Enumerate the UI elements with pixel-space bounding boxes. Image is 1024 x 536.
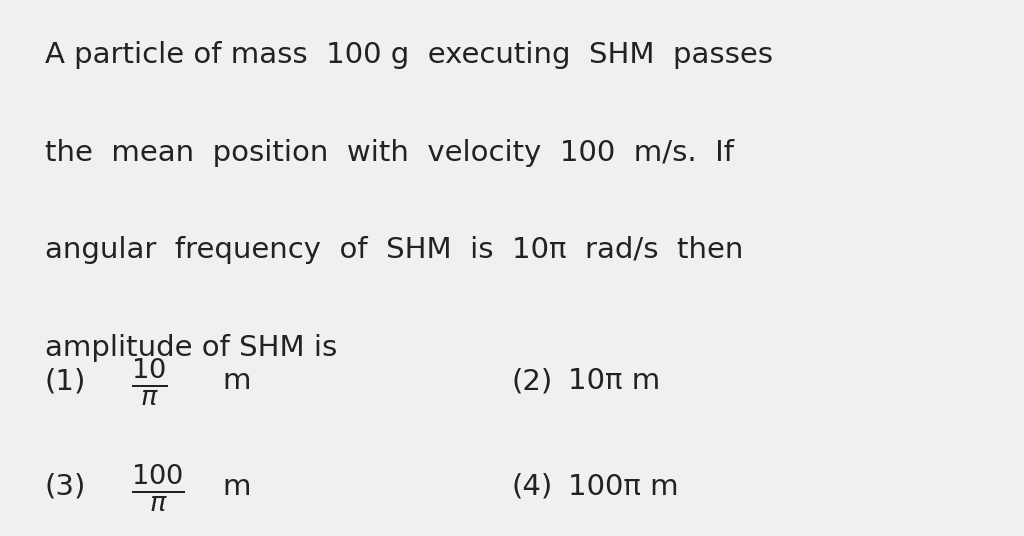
- Text: (4): (4): [512, 473, 553, 501]
- Text: angular  frequency  of  SHM  is  10π  rad/s  then: angular frequency of SHM is 10π rad/s th…: [45, 236, 743, 264]
- Text: (2): (2): [512, 368, 553, 396]
- Text: 10π m: 10π m: [568, 368, 660, 396]
- Text: 100π m: 100π m: [568, 473, 679, 501]
- Text: $\frac{100}{\pi}$: $\frac{100}{\pi}$: [131, 461, 185, 513]
- Text: (3): (3): [45, 473, 86, 501]
- Text: amplitude of SHM is: amplitude of SHM is: [45, 334, 337, 362]
- Text: the  mean  position  with  velocity  100  m/s.  If: the mean position with velocity 100 m/s.…: [45, 139, 734, 167]
- Text: (1): (1): [45, 368, 86, 396]
- Text: A particle of mass  100 g  executing  SHM  passes: A particle of mass 100 g executing SHM p…: [45, 41, 773, 69]
- Text: $\frac{10}{\pi}$: $\frac{10}{\pi}$: [131, 355, 168, 407]
- Text: m: m: [222, 368, 251, 396]
- Text: m: m: [222, 473, 251, 501]
